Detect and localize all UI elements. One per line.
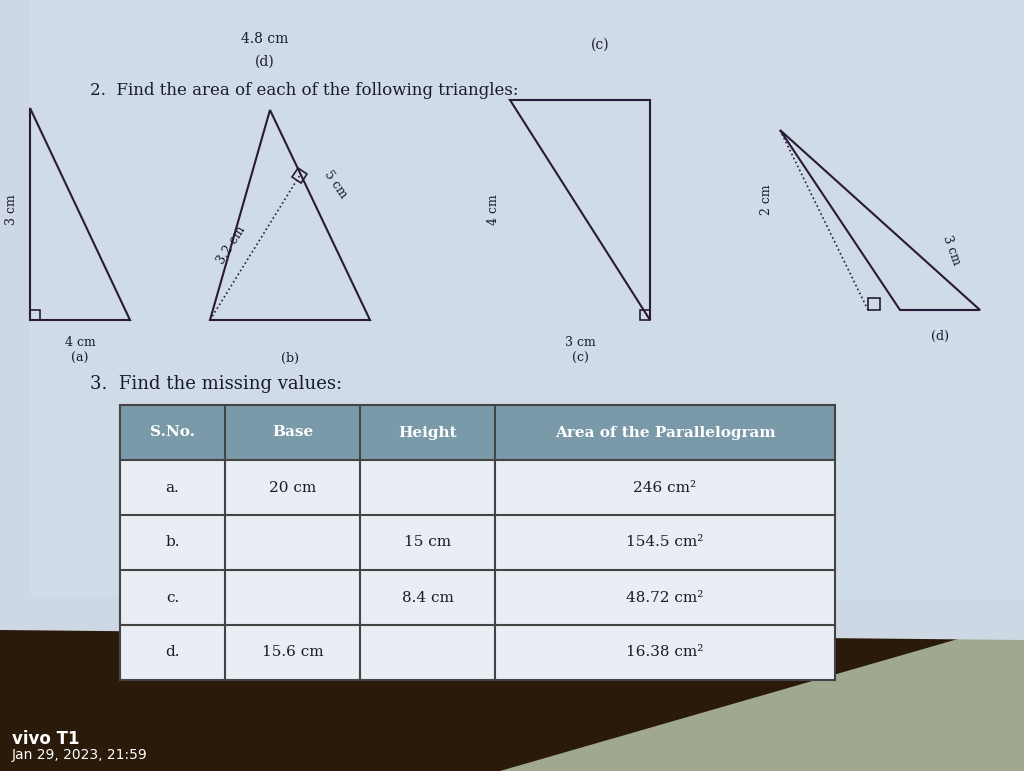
- Text: 246 cm²: 246 cm²: [634, 480, 696, 494]
- Text: 15.6 cm: 15.6 cm: [262, 645, 324, 659]
- Polygon shape: [0, 0, 1024, 640]
- Text: 3 cm: 3 cm: [940, 234, 963, 267]
- Text: Base: Base: [272, 426, 313, 439]
- Text: 4 cm: 4 cm: [487, 194, 500, 225]
- Text: a.: a.: [166, 480, 179, 494]
- Polygon shape: [0, 580, 1024, 771]
- Polygon shape: [120, 460, 835, 515]
- Text: 4.8 cm: 4.8 cm: [242, 32, 289, 46]
- Text: 2 cm: 2 cm: [760, 185, 773, 215]
- Text: (a): (a): [72, 352, 89, 365]
- Text: 3.  Find the missing values:: 3. Find the missing values:: [90, 375, 342, 393]
- Text: 48.72 cm²: 48.72 cm²: [627, 591, 703, 604]
- Polygon shape: [30, 0, 1024, 600]
- Text: Height: Height: [398, 426, 457, 439]
- Text: c.: c.: [166, 591, 179, 604]
- Polygon shape: [120, 405, 835, 460]
- Text: (c): (c): [591, 38, 609, 52]
- Text: 5 cm: 5 cm: [322, 169, 350, 201]
- Text: (b): (b): [281, 352, 299, 365]
- Text: d.: d.: [165, 645, 180, 659]
- Text: Area of the Parallelogram: Area of the Parallelogram: [555, 426, 775, 439]
- Polygon shape: [120, 570, 835, 625]
- Text: 3 cm: 3 cm: [5, 194, 18, 225]
- Text: 3 cm: 3 cm: [564, 336, 595, 349]
- Text: (d): (d): [931, 330, 949, 343]
- Text: Jan 29, 2023, 21:59: Jan 29, 2023, 21:59: [12, 748, 147, 762]
- Text: 3.2 cm: 3.2 cm: [214, 224, 248, 267]
- Text: vivo T1: vivo T1: [12, 730, 80, 748]
- Text: (c): (c): [571, 352, 589, 365]
- Text: b.: b.: [165, 536, 180, 550]
- Text: 4 cm: 4 cm: [65, 336, 95, 349]
- Text: 8.4 cm: 8.4 cm: [401, 591, 454, 604]
- Polygon shape: [120, 515, 835, 570]
- Text: S.No.: S.No.: [150, 426, 195, 439]
- Text: 154.5 cm²: 154.5 cm²: [627, 536, 703, 550]
- Text: 2.  Find the area of each of the following triangles:: 2. Find the area of each of the followin…: [90, 82, 518, 99]
- Text: 20 cm: 20 cm: [269, 480, 316, 494]
- Text: (d): (d): [255, 55, 274, 69]
- Text: 15 cm: 15 cm: [403, 536, 451, 550]
- Text: 16.38 cm²: 16.38 cm²: [627, 645, 703, 659]
- Polygon shape: [500, 620, 1024, 771]
- Polygon shape: [120, 625, 835, 680]
